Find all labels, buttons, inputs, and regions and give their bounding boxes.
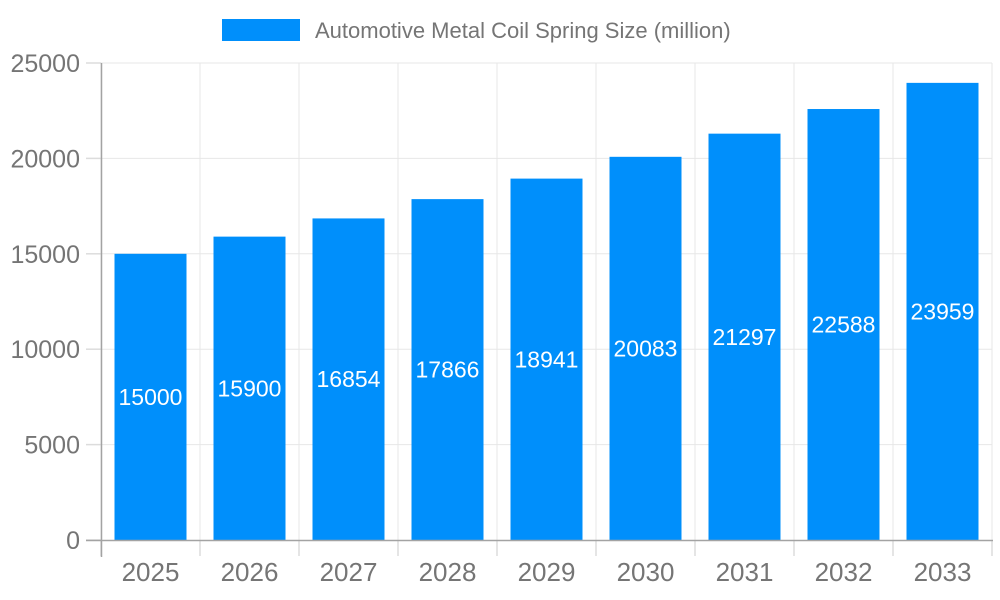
bar[interactable] xyxy=(906,82,979,541)
x-tick-label: 2025 xyxy=(122,557,180,587)
x-tick-label: 2029 xyxy=(518,557,576,587)
bar[interactable] xyxy=(708,133,781,540)
bar-value-label: 20083 xyxy=(614,335,678,361)
legend-swatch xyxy=(222,19,300,41)
bar[interactable] xyxy=(609,156,682,541)
y-tick-label: 5000 xyxy=(24,432,80,460)
bar[interactable] xyxy=(213,236,286,541)
y-axis-labels: 0 5000 10000 15000 20000 25000 xyxy=(10,50,80,555)
x-tick-label: 2026 xyxy=(221,557,279,587)
x-tick-label: 2032 xyxy=(815,557,873,587)
bar-value-label: 15900 xyxy=(218,375,282,401)
bar-value-label: 16854 xyxy=(317,366,381,392)
x-axis-labels: 2025 2026 2027 2028 2029 2030 2031 2032 2033 xyxy=(122,557,972,587)
y-tick-label: 10000 xyxy=(10,336,80,364)
x-tick-label: 2027 xyxy=(320,557,378,587)
y-tick-label: 0 xyxy=(66,527,80,555)
legend-label: Automotive Metal Coil Spring Size (milli… xyxy=(315,18,731,43)
bar-value-label: 18941 xyxy=(515,346,579,372)
x-tick-label: 2031 xyxy=(716,557,774,587)
bar-value-label: 22588 xyxy=(812,312,876,338)
bar[interactable] xyxy=(807,109,880,540)
y-tick-label: 20000 xyxy=(10,145,80,173)
y-tick-label: 25000 xyxy=(10,50,80,78)
y-tick-label: 15000 xyxy=(10,241,80,269)
bar-value-label: 23959 xyxy=(911,298,975,324)
bar[interactable] xyxy=(312,218,385,541)
legend[interactable]: Automotive Metal Coil Spring Size (milli… xyxy=(222,18,731,43)
bar[interactable] xyxy=(411,199,484,541)
bar-value-label: 17866 xyxy=(416,357,480,383)
bar-labels: 15000 15900 16854 17866 18941 20083 21297 22588… xyxy=(119,298,975,409)
bar-value-label: 15000 xyxy=(119,384,183,410)
x-tick-label: 2033 xyxy=(914,557,972,587)
bar[interactable] xyxy=(510,178,583,540)
bar[interactable] xyxy=(114,253,187,541)
bars-group xyxy=(114,82,979,541)
bar-value-label: 21297 xyxy=(713,324,777,350)
x-tick-label: 2028 xyxy=(419,557,477,587)
x-tick-label: 2030 xyxy=(617,557,675,587)
